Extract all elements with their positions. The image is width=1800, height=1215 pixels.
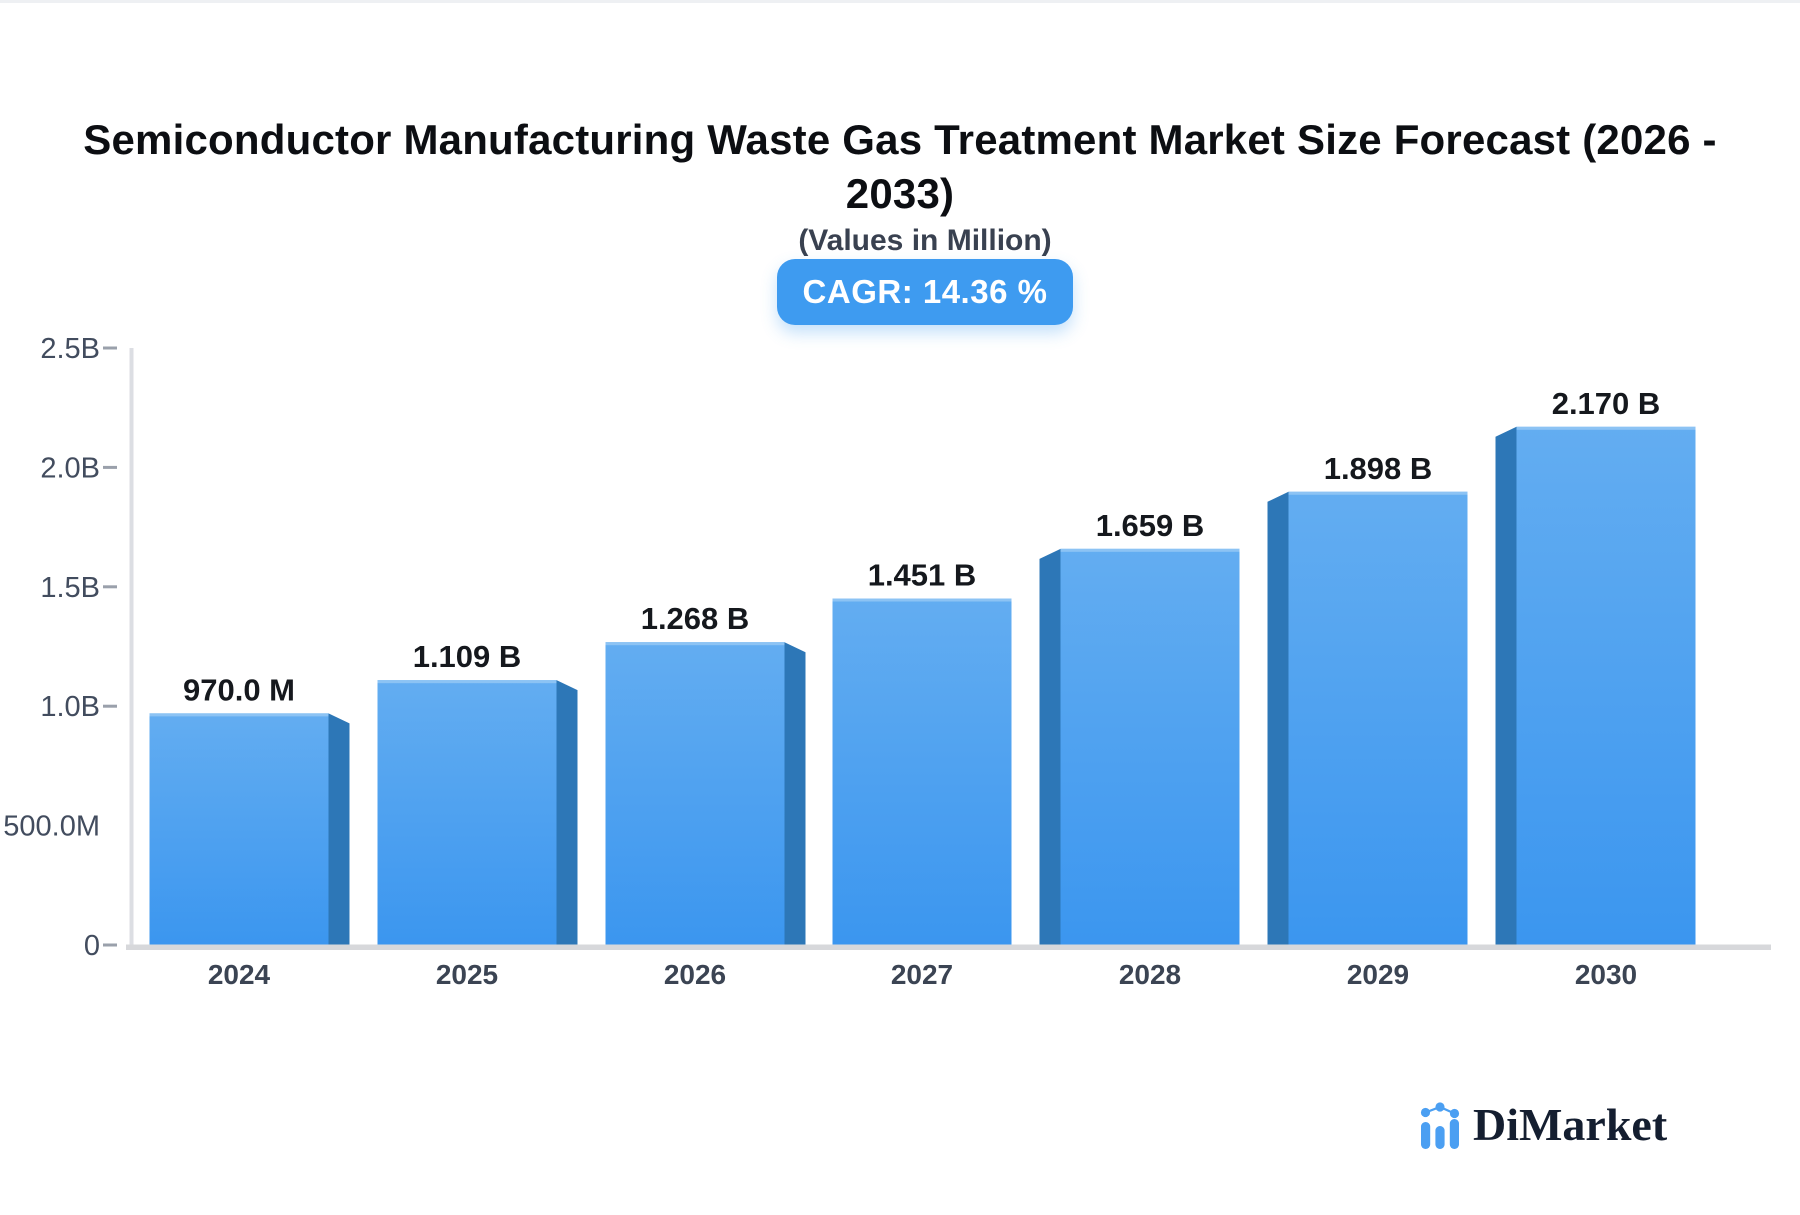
bar-side-2030 (1495, 426, 1517, 946)
bar-side-2029 (1267, 491, 1289, 945)
bar-2026 (605, 642, 785, 945)
y-tick-label-1.5B: 1.5B (40, 572, 100, 604)
y-tick-label-2.5B: 2.5B (40, 333, 100, 365)
bar-value-label-2030: 2.170 B (1552, 386, 1661, 421)
x-tick-label-2030: 2030 (1575, 959, 1637, 990)
x-tick-label-2029: 2029 (1347, 959, 1409, 990)
bar-side-2025 (556, 680, 578, 945)
dimarket-logo-text: DiMarket (1473, 1099, 1668, 1150)
bar-value-label-2027: 1.451 B (868, 558, 977, 593)
y-tick-label-1.0B: 1.0B (40, 691, 100, 723)
y-tick-dash-0 (103, 943, 117, 947)
dimarket-logo-icon (1420, 1102, 1460, 1149)
y-tick-label-500.0M: 500.0M (3, 811, 100, 843)
y-tick-label-0: 0 (84, 930, 100, 962)
cagr-badge-row: CAGR: 14.36 % (25, 259, 1800, 325)
bar-value-label-2026: 1.268 B (641, 601, 750, 636)
x-tick-label-2025: 2025 (436, 959, 498, 990)
x-tick-label-2028: 2028 (1119, 959, 1181, 990)
x-tick-label-2026: 2026 (664, 959, 726, 990)
bar-2028 (1060, 548, 1240, 945)
bar-top-edge-2029 (1288, 491, 1468, 495)
bar-2025 (377, 680, 557, 945)
bar-2027 (832, 598, 1012, 945)
bar-side-2024 (328, 713, 350, 945)
x-tick-label-2027: 2027 (891, 959, 953, 990)
bar-top-edge-2027 (832, 598, 1012, 602)
bar-2030 (1516, 426, 1696, 946)
bar-2029 (1288, 491, 1468, 945)
bar-value-label-2029: 1.898 B (1324, 451, 1433, 486)
dimarket-logo: DiMarket (1420, 1099, 1667, 1149)
chart-title-line2: 2033) (845, 170, 955, 217)
bar-top-edge-2024 (149, 713, 329, 717)
bar-top-edge-2028 (1060, 548, 1240, 552)
y-axis-line (129, 348, 134, 945)
bar-side-2026 (784, 642, 806, 945)
bar-top-edge-2030 (1516, 426, 1696, 430)
x-axis-line (126, 944, 1771, 950)
bar-top-edge-2025 (377, 680, 557, 684)
bar-2024 (149, 713, 329, 945)
y-tick-dash-1.0B (103, 704, 117, 708)
cagr-badge: CAGR: 14.36 % (776, 259, 1074, 325)
bar-chart-canvas: 2.5B 2.0B 1.5B 1.0B 500.0M 0 970.0 M 2024 1.109 … (3, 333, 1771, 990)
x-tick-label-2024: 2024 (208, 959, 271, 990)
y-tick-dash-1.5B (103, 585, 117, 589)
y-tick-dash-2.5B (103, 346, 117, 350)
chart-subtitle: (Values in Million) (798, 224, 1052, 257)
bar-top-edge-2026 (605, 642, 785, 646)
bar-value-label-2025: 1.109 B (413, 639, 522, 674)
chart-title: Semiconductor Manufacturing Waste Gas Tr… (0, 113, 1800, 221)
y-tick-label-2.0B: 2.0B (40, 452, 100, 484)
chart-title-line1: Semiconductor Manufacturing Waste Gas Tr… (83, 116, 1717, 163)
bar-value-label-2024: 970.0 M (183, 672, 295, 707)
bar-side-2028 (1039, 548, 1061, 945)
bar-value-label-2028: 1.659 B (1096, 508, 1205, 543)
y-tick-dash-2.0B (103, 465, 117, 469)
